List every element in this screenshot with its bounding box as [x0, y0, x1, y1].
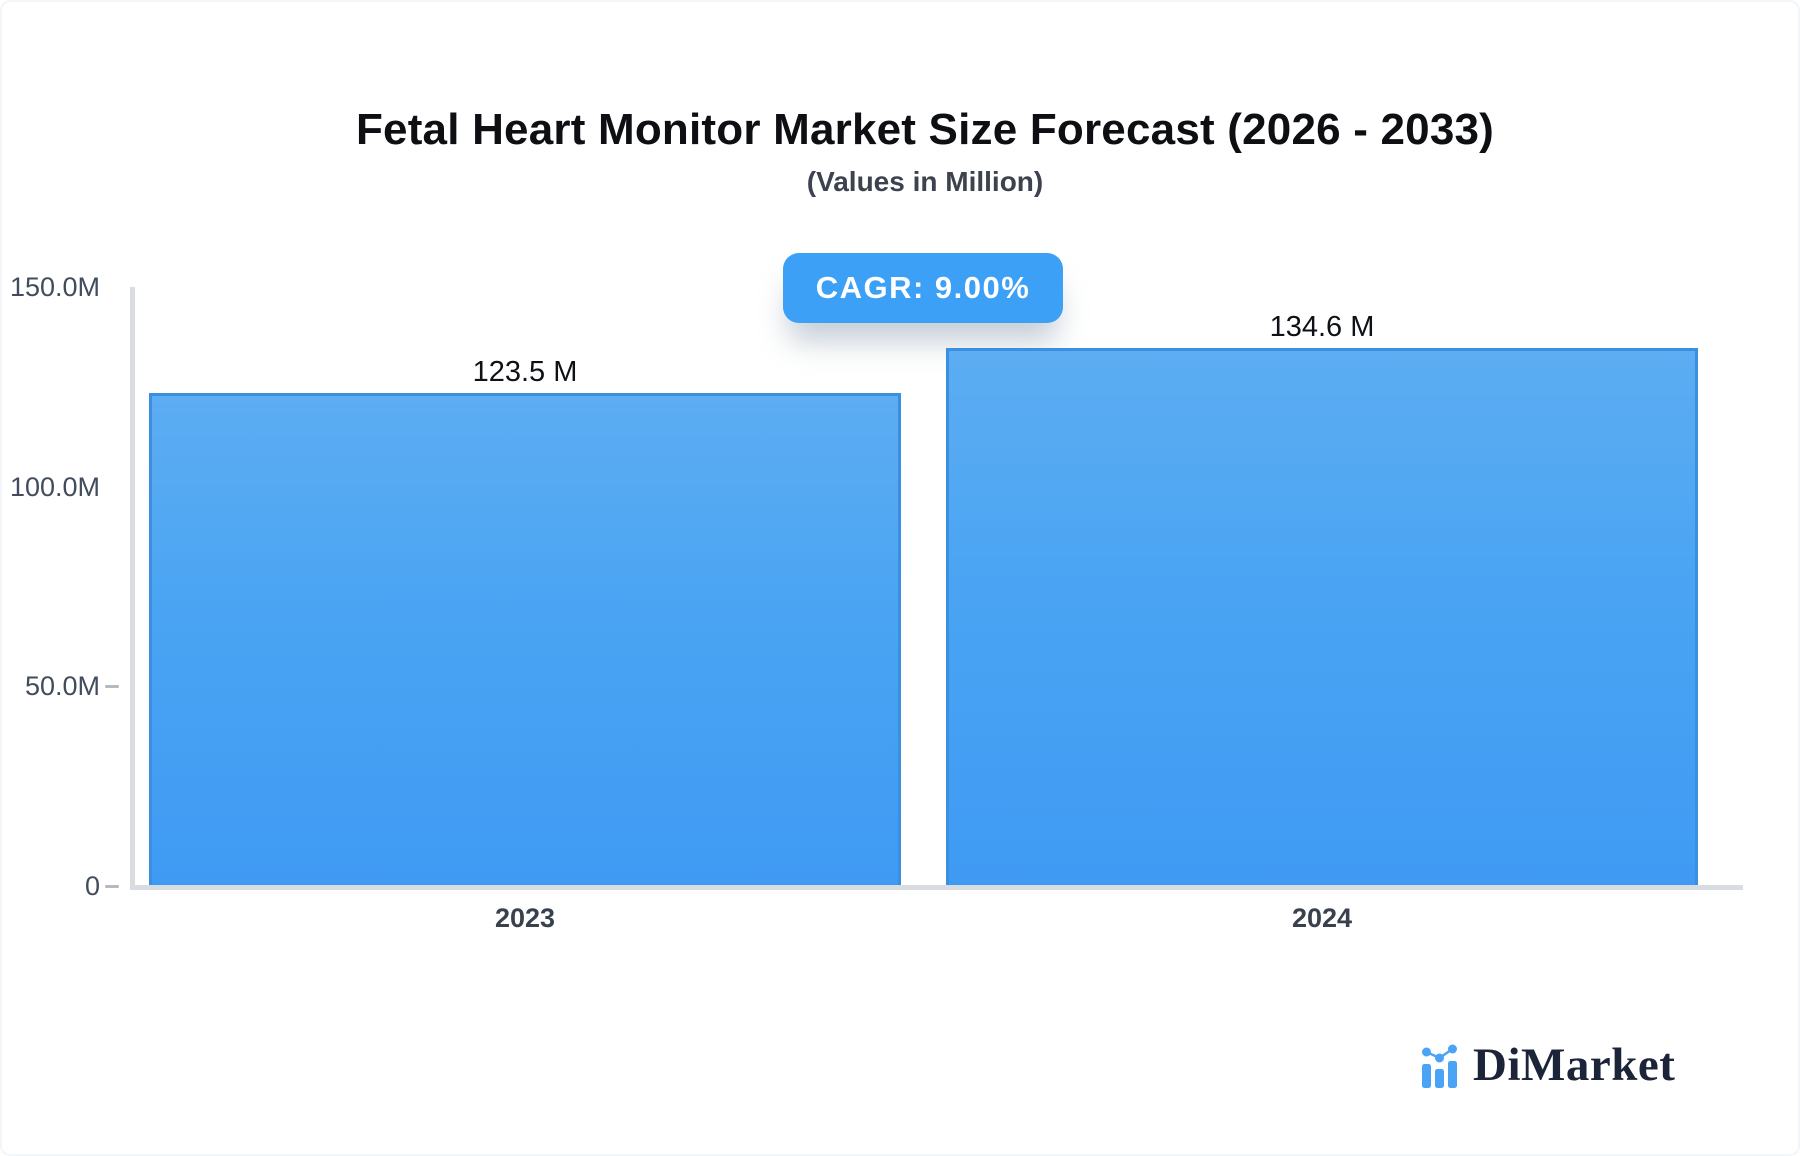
x-axis-line	[130, 885, 1743, 890]
x-tick-label-2023: 2023	[494, 903, 556, 933]
y-tick-mark-50m	[105, 685, 119, 688]
brand-logo: DiMarket	[1422, 1039, 1676, 1091]
y-axis-line	[130, 287, 135, 890]
bar-value-label-2024: 134.6 M	[1269, 311, 1375, 343]
chart-subtitle: (Values in Million)	[806, 166, 1044, 197]
y-tick-label-150m: 150.0M	[9, 272, 100, 302]
x-tick-label-2024: 2024	[1291, 903, 1353, 933]
cagr-badge: CAGR: 9.00%	[783, 253, 1063, 323]
bar-chart-trend-icon	[1422, 1044, 1457, 1088]
bar-value-label-2023: 123.5 M	[472, 356, 578, 388]
chart-title: Fetal Heart Monitor Market Size Forecast…	[355, 105, 1495, 154]
y-tick-mark-0	[105, 885, 119, 888]
chart-header: Fetal Heart Monitor Market Size Forecast…	[50, 0, 1800, 198]
bar-2023	[149, 393, 901, 886]
y-tick-label-50m: 50.0M	[24, 671, 100, 701]
bar-2024	[946, 348, 1698, 886]
y-tick-label-0: 0	[84, 871, 100, 901]
brand-logo-text: DiMarket	[1473, 1039, 1676, 1091]
cagr-badge-label: CAGR: 9.00%	[815, 270, 1031, 305]
y-tick-label-100m: 100.0M	[9, 472, 100, 502]
